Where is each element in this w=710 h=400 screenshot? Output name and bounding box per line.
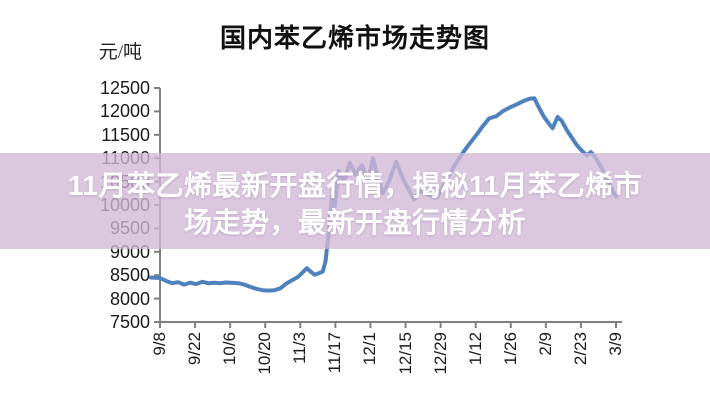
x-tick-label: 2/9: [535, 332, 555, 356]
overlay-banner: 11月苯乙烯最新开盘行情，揭秘11月苯乙烯市 场走势，最新开盘行情分析: [0, 153, 710, 249]
y-tick-label: 7500: [109, 312, 150, 332]
x-tick-label: 12/29: [430, 332, 450, 375]
x-tick-label: 9/8: [150, 332, 169, 356]
x-tick-label: 9/22: [185, 332, 205, 366]
chart-title: 国内苯乙烯市场走势图: [219, 24, 490, 53]
x-tick-label: 1/26: [500, 332, 520, 366]
y-tick-label: 12500: [99, 78, 150, 98]
x-tick-label: 12/1: [360, 332, 380, 366]
x-tick-label: 10/6: [220, 332, 240, 366]
x-tick-label: 11/3: [290, 332, 310, 364]
x-tick-label: 2/23: [570, 332, 590, 366]
overlay-text-line2: 场走势，最新开盘行情分析: [183, 207, 526, 238]
x-tick-label: 3/9: [606, 332, 625, 356]
y-tick-label: 8500: [109, 265, 150, 286]
x-tick-label: 10/20: [255, 332, 275, 375]
x-tick-label: 11/17: [325, 332, 345, 374]
overlay-text-line1: 11月苯乙烯最新开盘行情，揭秘11月苯乙烯市: [67, 170, 643, 201]
y-axis-unit-label: 元/吨: [98, 42, 142, 63]
y-tick-label: 12000: [99, 101, 150, 122]
y-tick-label: 8000: [109, 288, 150, 309]
x-tick-label: 12/15: [395, 332, 415, 375]
y-tick-label: 11500: [101, 124, 150, 145]
x-tick-label: 1/12: [465, 332, 485, 366]
